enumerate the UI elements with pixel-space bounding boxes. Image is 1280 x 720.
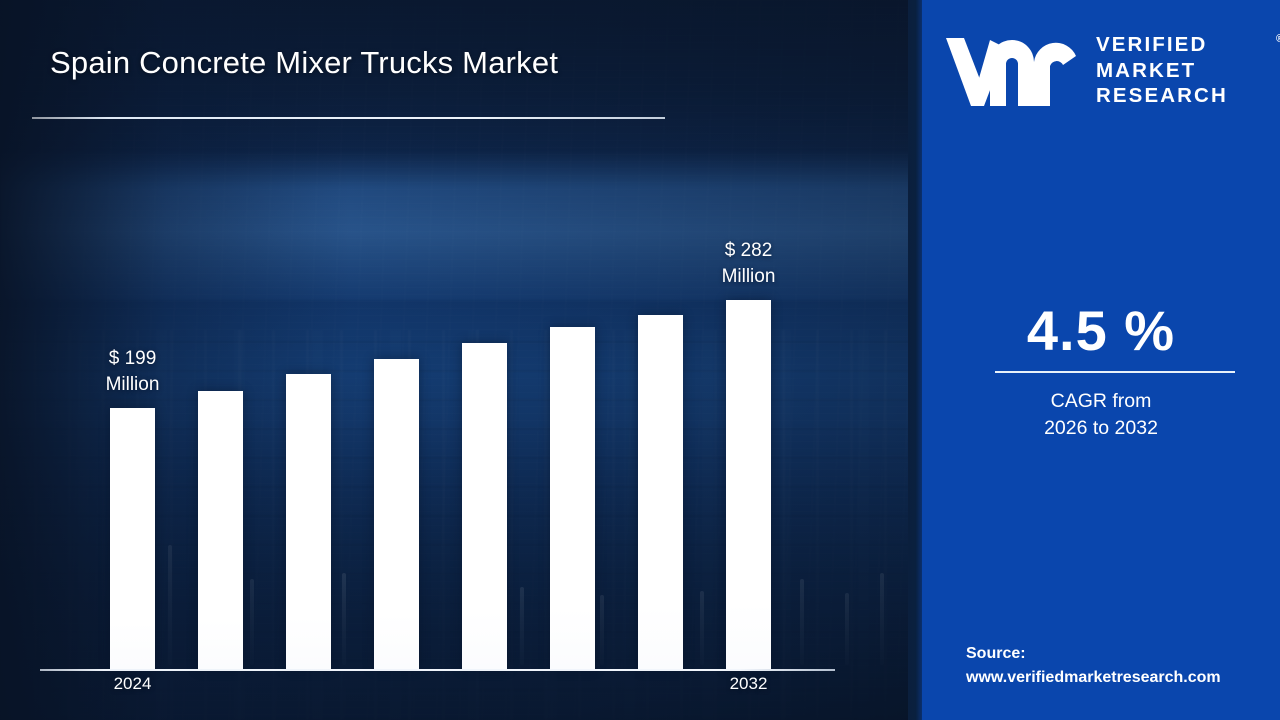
bar	[726, 299, 771, 669]
bar	[638, 315, 683, 669]
page-title: Spain Concrete Mixer Trucks Market	[50, 45, 559, 80]
source-label: Source:	[966, 645, 1026, 662]
bar	[286, 374, 331, 669]
summary-panel: VERIFIED MARKET RESEARCH ® 4.5 % CAGR fr…	[922, 0, 1280, 720]
vmr-logo-icon	[946, 38, 1076, 106]
x-axis-tick-label: 2032	[729, 674, 768, 693]
title-underline	[32, 117, 665, 119]
source-url: www.verifiedmarketresearch.com	[966, 669, 1221, 686]
bar	[198, 391, 243, 669]
bar	[110, 408, 155, 669]
cagr-divider	[995, 371, 1235, 373]
bar-value-label: $ 282 Million	[721, 239, 776, 287]
bar	[550, 327, 595, 669]
source-block: Source: www.verifiedmarketresearch.com	[966, 642, 1280, 690]
bar-chart: $ 199 Million $ 282 Million 2024 2032	[40, 239, 835, 693]
bar	[374, 358, 419, 669]
x-axis-tick-label: 2024	[113, 674, 152, 693]
cagr-value: 4.5 %	[1026, 299, 1176, 362]
bar-value-label: $ 199 Million	[105, 348, 160, 396]
bar	[462, 342, 507, 669]
chart-panel: Spain Concrete Mixer Trucks Market $ 199…	[0, 0, 922, 720]
brand-logo: VERIFIED MARKET RESEARCH ®	[944, 26, 1280, 118]
panel-divider	[908, 0, 922, 720]
registered-trademark-icon: ®	[1276, 33, 1280, 45]
cagr-caption: CAGR from 2026 to 2032	[1044, 390, 1158, 439]
x-axis-line	[40, 669, 835, 671]
brand-logo-text: VERIFIED MARKET RESEARCH	[1096, 33, 1228, 107]
